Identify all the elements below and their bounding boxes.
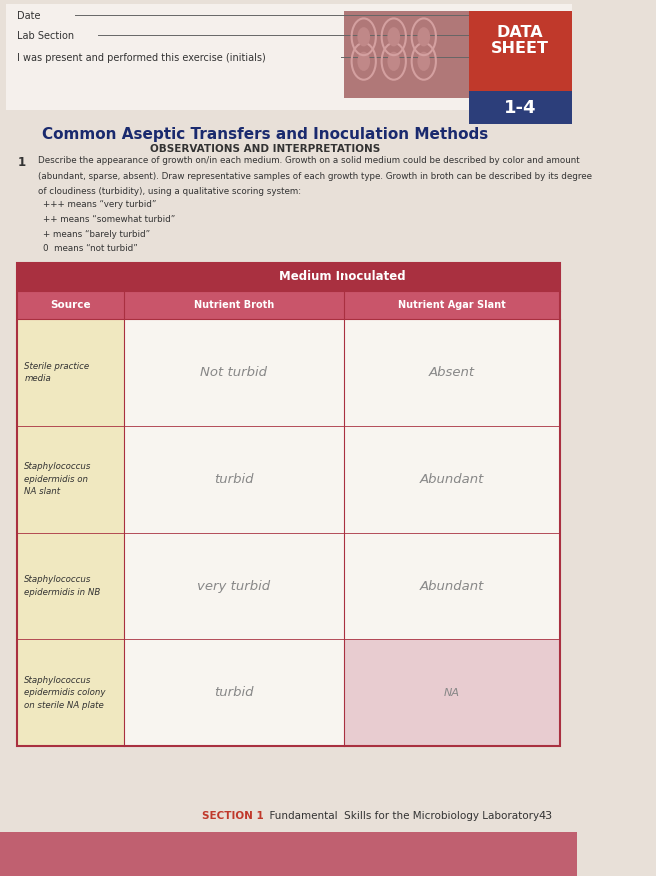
Text: Common Aseptic Transfers and Inoculation Methods: Common Aseptic Transfers and Inoculation… [43, 127, 489, 142]
Text: 0  means “not turbid”: 0 means “not turbid” [43, 244, 138, 253]
FancyBboxPatch shape [0, 832, 577, 876]
Text: I was present and performed this exercise (initials): I was present and performed this exercis… [17, 53, 266, 62]
FancyBboxPatch shape [17, 319, 124, 426]
Text: 43: 43 [539, 811, 552, 822]
Text: + means “barely turbid”: + means “barely turbid” [43, 230, 150, 238]
Text: NA: NA [443, 688, 460, 698]
Text: +++ means “very turbid”: +++ means “very turbid” [43, 200, 157, 208]
Circle shape [417, 52, 430, 71]
FancyBboxPatch shape [124, 639, 344, 746]
FancyBboxPatch shape [17, 533, 124, 639]
Text: Staphylococcus
epidermidis in NB: Staphylococcus epidermidis in NB [24, 576, 100, 597]
Text: Date: Date [17, 11, 41, 20]
FancyBboxPatch shape [469, 11, 571, 94]
Text: DATA: DATA [497, 25, 544, 39]
Text: (abundant, sparse, absent). Draw representative samples of each growth type. Gro: (abundant, sparse, absent). Draw represe… [37, 172, 592, 180]
FancyBboxPatch shape [17, 426, 124, 533]
FancyBboxPatch shape [344, 319, 560, 426]
FancyBboxPatch shape [124, 426, 344, 533]
FancyBboxPatch shape [344, 426, 560, 533]
Text: turbid: turbid [214, 687, 254, 699]
FancyBboxPatch shape [17, 639, 124, 746]
Text: Abundant: Abundant [420, 580, 484, 592]
Circle shape [358, 52, 370, 71]
Text: Fundamental  Skills for the Microbiology Laboratory: Fundamental Skills for the Microbiology … [262, 811, 539, 822]
Text: Abundant: Abundant [420, 473, 484, 485]
Text: Nutrient Agar Slant: Nutrient Agar Slant [398, 300, 506, 310]
FancyBboxPatch shape [344, 639, 560, 746]
Circle shape [388, 27, 400, 46]
FancyBboxPatch shape [17, 263, 560, 291]
FancyBboxPatch shape [6, 4, 571, 109]
Text: Absent: Absent [429, 366, 475, 378]
Text: SHEET: SHEET [491, 41, 549, 56]
Circle shape [358, 27, 370, 46]
Text: very turbid: very turbid [197, 580, 270, 592]
Text: ++ means “somewhat turbid”: ++ means “somewhat turbid” [43, 215, 176, 223]
Text: Staphylococcus
epidermidis on
NA slant: Staphylococcus epidermidis on NA slant [24, 463, 92, 496]
Text: Nutrient Broth: Nutrient Broth [194, 300, 274, 310]
Text: Medium Inoculated: Medium Inoculated [279, 271, 405, 283]
FancyBboxPatch shape [124, 319, 344, 426]
Text: Describe the appearance of growth on/in each medium. Growth on a solid medium co: Describe the appearance of growth on/in … [37, 156, 579, 165]
FancyBboxPatch shape [344, 291, 560, 319]
Text: Sterile practice
media: Sterile practice media [24, 362, 89, 383]
Text: of cloudiness (turbidity), using a qualitative scoring system:: of cloudiness (turbidity), using a quali… [37, 187, 300, 196]
Text: 1: 1 [17, 156, 26, 169]
Text: Not turbid: Not turbid [200, 366, 268, 378]
FancyBboxPatch shape [469, 91, 571, 124]
Text: Source: Source [51, 300, 91, 310]
Text: SECTION 1: SECTION 1 [202, 811, 264, 822]
Text: Lab Section: Lab Section [17, 31, 74, 40]
FancyBboxPatch shape [344, 533, 560, 639]
Text: Staphylococcus
epidermidis colony
on sterile NA plate: Staphylococcus epidermidis colony on ste… [24, 676, 106, 710]
FancyBboxPatch shape [124, 533, 344, 639]
FancyBboxPatch shape [17, 291, 124, 319]
Circle shape [417, 27, 430, 46]
Text: 1-4: 1-4 [504, 99, 537, 117]
Circle shape [388, 52, 400, 71]
FancyBboxPatch shape [344, 11, 470, 98]
Text: turbid: turbid [214, 473, 254, 485]
Text: OBSERVATIONS AND INTERPRETATIONS: OBSERVATIONS AND INTERPRETATIONS [150, 144, 380, 153]
FancyBboxPatch shape [124, 291, 344, 319]
